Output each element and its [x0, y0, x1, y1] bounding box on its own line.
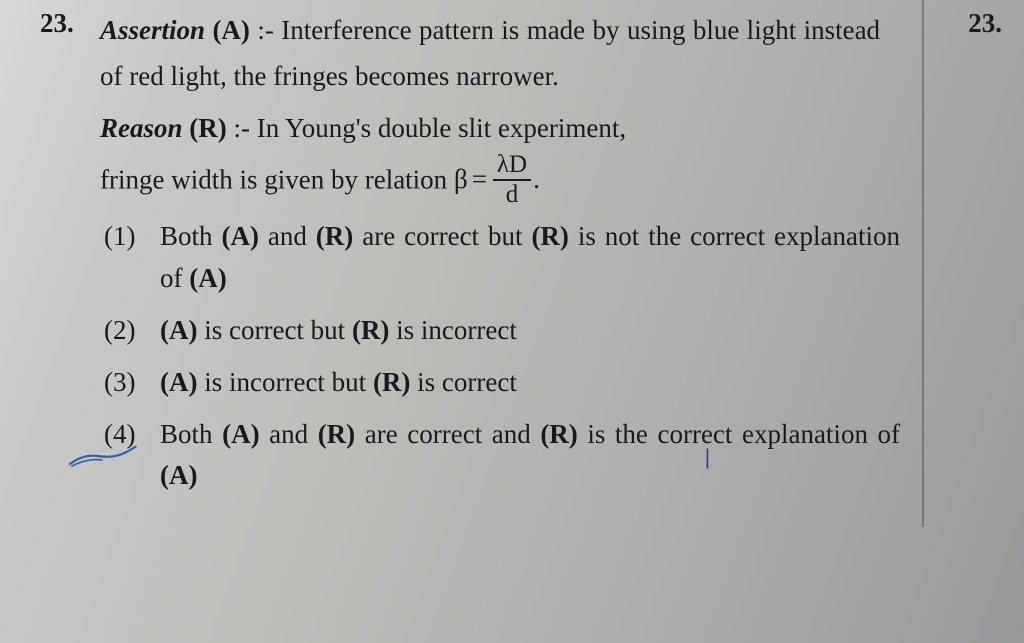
option-number: (4) [100, 414, 160, 498]
reason-text-2a: fringe width is given by relation [100, 164, 454, 194]
reason-code: (R) [189, 113, 226, 143]
option-4: (4) Both (A) and (R) are correct and (R)… [100, 414, 900, 498]
reason-label: Reason [100, 113, 183, 143]
column-divider [922, 0, 924, 527]
option-text: Both (A) and (R) are correct and (R) is … [160, 414, 900, 498]
option-text: Both (A) and (R) are correct but (R) is … [160, 216, 900, 300]
formula-period: . [533, 157, 540, 203]
option-1: (1) Both (A) and (R) are correct but (R)… [100, 216, 900, 300]
option-text: (A) is incorrect but (R) is correct [160, 362, 900, 404]
question-number-right: 23. [968, 8, 1002, 39]
option-number: (1) [100, 216, 160, 300]
option-3: (3) (A) is incorrect but (R) is correct [100, 362, 900, 404]
assertion-text-1: Interference pattern is made by [281, 15, 619, 45]
reason-sep: :- [234, 113, 251, 143]
page: 23. 23. Assertion (A) :- Interference pa… [0, 0, 1024, 527]
fraction: λD d [493, 152, 531, 209]
reason-text-1: In Young's double slit experiment, [257, 113, 626, 143]
assertion-code: (A) [212, 15, 249, 45]
fraction-numerator: λD [493, 152, 531, 181]
option-number: (2) [100, 310, 160, 352]
fringe-width-formula: β = λD d . [454, 152, 540, 209]
cursor-mark-icon: | [705, 444, 710, 470]
fraction-denominator: d [502, 181, 523, 208]
assertion-sep: :- [257, 15, 274, 45]
assertion-block: Assertion (A) :- Interference pattern is… [100, 8, 880, 100]
assertion-text-3: becomes narrower. [355, 61, 559, 91]
beta-symbol: β [454, 157, 468, 203]
option-number: (3) [100, 362, 160, 404]
options-list: (1) Both (A) and (R) are correct but (R)… [100, 216, 984, 497]
question-number-left: 23. [40, 8, 74, 39]
option-text: (A) is correct but (R) is incorrect [160, 310, 900, 352]
equals-sign: = [472, 157, 487, 203]
option-2: (2) (A) is correct but (R) is incorrect [100, 310, 900, 352]
assertion-label: Assertion [100, 15, 205, 45]
reason-block: Reason (R) :- In Young's double slit exp… [100, 106, 880, 208]
